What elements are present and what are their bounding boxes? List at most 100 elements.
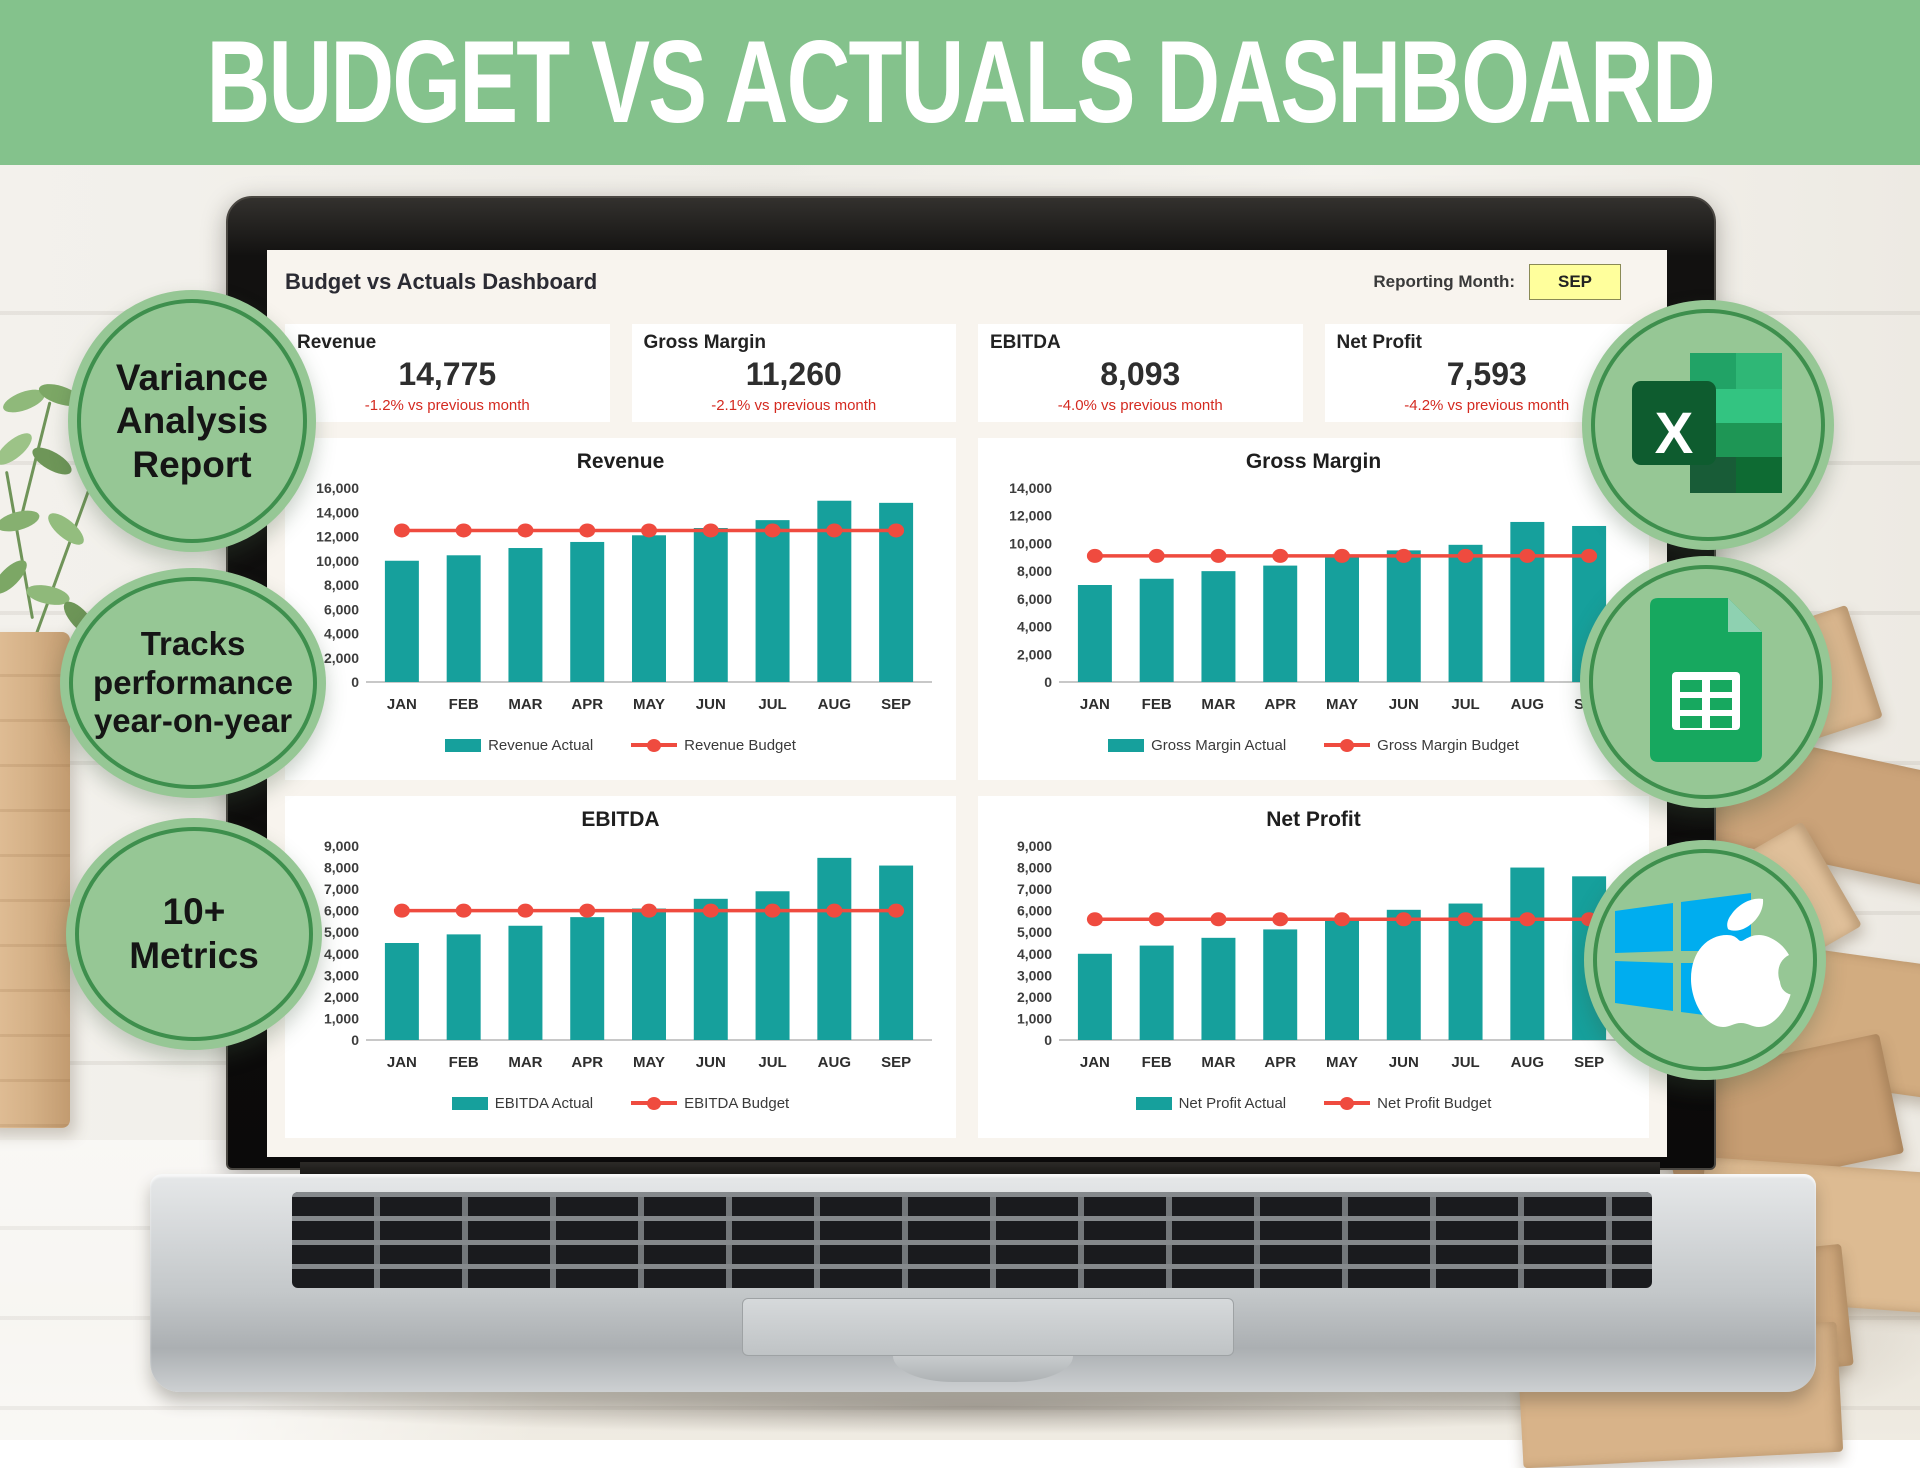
chart-canvas: 02,0004,0006,0008,00010,00012,00014,000J… xyxy=(982,476,1642,726)
dashboard-panel: Budget vs Actuals Dashboard Reporting Mo… xyxy=(267,250,1667,1157)
reporting-month-label: Reporting Month: xyxy=(1373,272,1515,292)
chart-legend: Revenue Actual Revenue Budget xyxy=(289,731,952,759)
kpi-delta: -1.2% vs previous month xyxy=(297,397,598,414)
legend-item-budget: EBITDA Budget xyxy=(631,1095,789,1112)
kpi-row: Revenue 14,775 -1.2% vs previous month G… xyxy=(285,324,1649,422)
badge-tracks-performance: Tracks performance year-on-year xyxy=(60,568,326,798)
svg-text:6,000: 6,000 xyxy=(324,601,359,617)
svg-text:2,000: 2,000 xyxy=(324,650,359,666)
svg-text:JUN: JUN xyxy=(1389,696,1419,713)
svg-text:14,000: 14,000 xyxy=(316,504,359,520)
svg-text:1,000: 1,000 xyxy=(324,1010,359,1026)
dot-marker-icon xyxy=(1340,739,1354,752)
svg-text:MAY: MAY xyxy=(633,696,665,713)
svg-text:4,000: 4,000 xyxy=(1017,946,1052,962)
svg-text:9,000: 9,000 xyxy=(1017,838,1052,854)
badge-metrics: 10+ Metrics xyxy=(66,818,322,1050)
svg-text:SEP: SEP xyxy=(881,1054,911,1071)
svg-text:2,000: 2,000 xyxy=(1017,646,1052,662)
chart-title: EBITDA xyxy=(289,808,952,832)
bar-swatch-icon xyxy=(1108,739,1144,752)
svg-text:5,000: 5,000 xyxy=(324,924,359,940)
kpi-label: Net Profit xyxy=(1337,332,1638,354)
line-marker-icon xyxy=(631,1101,677,1105)
bar-swatch-icon xyxy=(452,1097,488,1110)
kpi-delta: -2.1% vs previous month xyxy=(644,397,945,414)
chart-legend: Net Profit Actual Net Profit Budget xyxy=(982,1089,1645,1117)
svg-text:2,000: 2,000 xyxy=(1017,989,1052,1005)
svg-text:JUL: JUL xyxy=(758,696,786,713)
badge-text: 10+ Metrics xyxy=(129,890,259,977)
svg-text:AUG: AUG xyxy=(1511,1054,1544,1071)
svg-text:3,000: 3,000 xyxy=(324,967,359,983)
svg-text:MAR: MAR xyxy=(1201,696,1235,713)
google-sheets-icon xyxy=(1640,596,1772,769)
legend-label: Net Profit Budget xyxy=(1377,1095,1491,1112)
dashboard-header: Budget vs Actuals Dashboard Reporting Mo… xyxy=(285,262,1649,302)
kpi-card-gross-margin: Gross Margin 11,260 -2.1% vs previous mo… xyxy=(632,324,957,422)
dashboard-title: Budget vs Actuals Dashboard xyxy=(285,269,597,295)
banner-title: BUDGET VS ACTUALS DASHBOARD xyxy=(206,15,1713,149)
svg-text:7,000: 7,000 xyxy=(324,881,359,897)
kpi-value: 14,775 xyxy=(297,356,598,393)
badge-variance-analysis: Variance Analysis Report xyxy=(68,290,316,552)
legend-label: Revenue Budget xyxy=(684,737,796,754)
svg-text:7,000: 7,000 xyxy=(1017,881,1052,897)
svg-text:0: 0 xyxy=(351,1032,359,1048)
legend-label: Revenue Actual xyxy=(488,737,593,754)
legend-item-actual: Revenue Actual xyxy=(445,737,593,754)
top-banner: BUDGET VS ACTUALS DASHBOARD xyxy=(0,0,1920,165)
bar-swatch-icon xyxy=(445,739,481,752)
badge-windows-apple xyxy=(1584,840,1826,1080)
svg-text:APR: APR xyxy=(1264,696,1296,713)
svg-text:FEB: FEB xyxy=(449,696,479,713)
chart-canvas: 02,0004,0006,0008,00010,00012,00014,0001… xyxy=(289,476,949,726)
dot-marker-icon xyxy=(647,739,661,752)
svg-text:AUG: AUG xyxy=(1511,696,1544,713)
svg-text:JAN: JAN xyxy=(1080,696,1110,713)
svg-text:3,000: 3,000 xyxy=(1017,967,1052,983)
legend-label: EBITDA Budget xyxy=(684,1095,789,1112)
svg-text:APR: APR xyxy=(571,1054,603,1071)
svg-text:MAR: MAR xyxy=(508,696,542,713)
chart-legend: EBITDA Actual EBITDA Budget xyxy=(289,1089,952,1117)
svg-text:14,000: 14,000 xyxy=(1009,480,1052,496)
kpi-label: Revenue xyxy=(297,332,598,354)
svg-text:MAY: MAY xyxy=(633,1054,665,1071)
excel-icon: X xyxy=(1628,347,1788,504)
kpi-card-ebitda: EBITDA 8,093 -4.0% vs previous month xyxy=(978,324,1303,422)
svg-text:6,000: 6,000 xyxy=(1017,903,1052,919)
svg-text:5,000: 5,000 xyxy=(1017,924,1052,940)
svg-text:12,000: 12,000 xyxy=(1009,508,1052,524)
reporting-month-group: Reporting Month: SEP xyxy=(1373,264,1621,300)
kpi-label: EBITDA xyxy=(990,332,1291,354)
svg-text:JUL: JUL xyxy=(1451,696,1479,713)
reporting-month-selector[interactable]: SEP xyxy=(1529,264,1621,300)
svg-text:APR: APR xyxy=(571,696,603,713)
chart-title: Gross Margin xyxy=(982,450,1645,474)
svg-text:6,000: 6,000 xyxy=(1017,591,1052,607)
svg-text:SEP: SEP xyxy=(1574,1054,1604,1071)
legend-item-budget: Revenue Budget xyxy=(631,737,796,754)
svg-text:MAR: MAR xyxy=(508,1054,542,1071)
svg-text:FEB: FEB xyxy=(449,1054,479,1071)
legend-label: Net Profit Actual xyxy=(1179,1095,1287,1112)
svg-text:8,000: 8,000 xyxy=(324,860,359,876)
legend-label: EBITDA Actual xyxy=(495,1095,593,1112)
chart-canvas: 01,0002,0003,0004,0005,0006,0007,0008,00… xyxy=(289,834,949,1084)
svg-text:JUL: JUL xyxy=(758,1054,786,1071)
legend-item-actual: Gross Margin Actual xyxy=(1108,737,1286,754)
svg-text:12,000: 12,000 xyxy=(316,529,359,545)
legend-item-actual: EBITDA Actual xyxy=(452,1095,593,1112)
svg-text:10,000: 10,000 xyxy=(316,553,359,569)
kpi-delta: -4.0% vs previous month xyxy=(990,397,1291,414)
svg-text:9,000: 9,000 xyxy=(324,838,359,854)
svg-text:8,000: 8,000 xyxy=(324,577,359,593)
svg-text:4,000: 4,000 xyxy=(1017,619,1052,635)
svg-text:0: 0 xyxy=(351,674,359,690)
svg-text:8,000: 8,000 xyxy=(1017,860,1052,876)
